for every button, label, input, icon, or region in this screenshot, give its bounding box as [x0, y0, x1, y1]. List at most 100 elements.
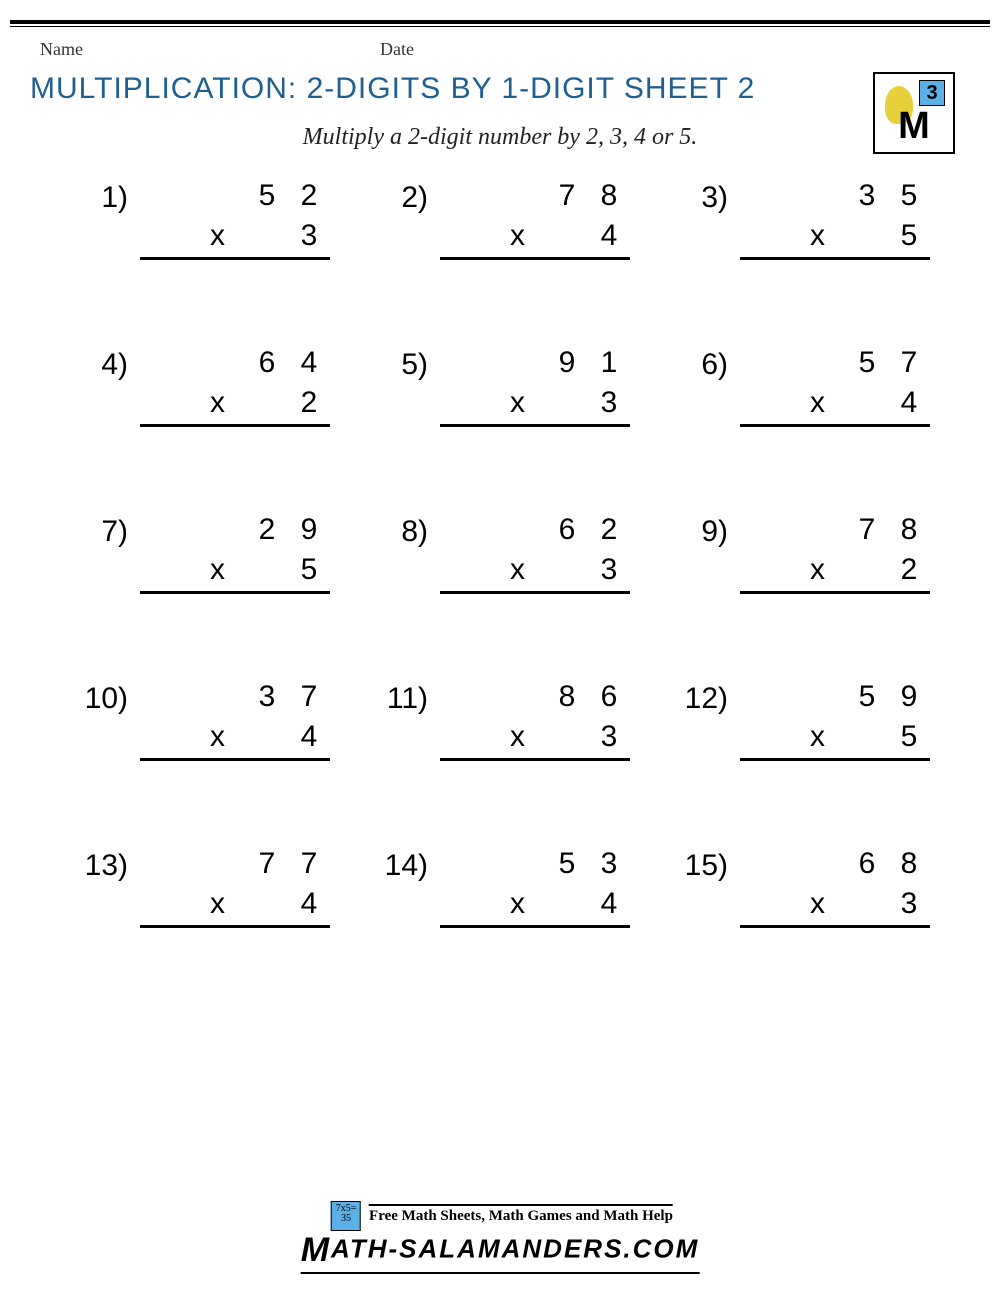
problem-number: 3) [670, 179, 740, 260]
digit: 7 [288, 680, 330, 714]
name-label: Name [40, 39, 380, 60]
problem-row: 1)52x32)78x43)35x5 [70, 179, 930, 260]
multiply-symbol: x [804, 219, 846, 253]
multiplier-row: x3 [440, 720, 630, 761]
problem-body: 78 x4 [440, 179, 630, 260]
multiplicand: 62 [440, 513, 630, 547]
multiplier-digit: 4 [588, 887, 630, 921]
problem: 4)64x2 [70, 346, 330, 427]
digit: 3 [246, 680, 288, 714]
problem: 15) 68 x 3 [670, 847, 930, 928]
multiplicand: 78 [740, 513, 930, 547]
digit: 6 [588, 680, 630, 714]
problem-number: 5) [370, 346, 440, 427]
multiplier-digit: 3 [288, 219, 330, 253]
multiply-symbol: x [804, 720, 846, 754]
digit: 7 [546, 179, 588, 213]
multiplier-row: x4 [140, 887, 330, 928]
top-border-thick [10, 20, 990, 24]
footer-tagline: Free Math Sheets, Math Games and Math He… [369, 1204, 673, 1225]
digit: 7 [288, 847, 330, 881]
problem-body: 29 x5 [140, 513, 330, 594]
digit: 8 [546, 680, 588, 714]
problem-number: 13) [70, 847, 140, 928]
digit: 8 [888, 513, 930, 547]
problem-body: 52x3 [140, 179, 330, 260]
multiplier-row: x5 [140, 553, 330, 594]
digit: 5 [546, 847, 588, 881]
footer-chalkboard-icon: 7x5=35 [331, 1201, 361, 1231]
digit: 9 [546, 346, 588, 380]
footer-m-icon: M [301, 1231, 331, 1269]
multiply-symbol: x [504, 219, 546, 253]
worksheet-title: MULTIPLICATION: 2-DIGITS BY 1-DIGIT SHEE… [0, 68, 1000, 124]
multiplier-digit: 4 [288, 887, 330, 921]
multiplier-digit: 5 [288, 553, 330, 587]
problem-row: 4)64x25)91x36)57x4 [70, 346, 930, 427]
multiplier-row: x3 [140, 219, 330, 260]
problem-row: 7)29x58)62x39)78x2 [70, 513, 930, 594]
digit: 3 [846, 179, 888, 213]
problem: 7)29 x5 [70, 513, 330, 594]
footer-site-text: ATH-SALAMANDERS.COM [331, 1233, 699, 1263]
problem-number: 10) [70, 680, 140, 761]
digit: 8 [588, 179, 630, 213]
multiply-symbol: x [504, 386, 546, 420]
digit: 2 [288, 179, 330, 213]
problem: 5)91 x 3 [370, 346, 630, 427]
multiplicand: 77 [140, 847, 330, 881]
multiplicand: 59 [740, 680, 930, 714]
digit: 8 [888, 847, 930, 881]
multiply-symbol: x [804, 386, 846, 420]
multiply-symbol: x [804, 887, 846, 921]
multiply-symbol: x [804, 553, 846, 587]
digit: 6 [246, 346, 288, 380]
problem-body: 35x5 [740, 179, 930, 260]
problem-number: 15) [670, 847, 740, 928]
digit: 6 [846, 847, 888, 881]
multiply-symbol: x [204, 887, 246, 921]
multiplier-row: x4 [440, 887, 630, 928]
multiply-symbol: x [204, 386, 246, 420]
problem: 9)78x2 [670, 513, 930, 594]
problem-number: 8) [370, 513, 440, 594]
grade-number: 3 [919, 80, 945, 106]
multiplicand: 53 [440, 847, 630, 881]
multiplier-row: x4 [440, 219, 630, 260]
multiply-symbol: x [504, 887, 546, 921]
multiply-symbol: x [504, 720, 546, 754]
problem-body: 64x2 [140, 346, 330, 427]
multiply-symbol: x [504, 553, 546, 587]
multiplicand: 29 [140, 513, 330, 547]
problem-body: 77x4 [140, 847, 330, 928]
problem-body: 62 x3 [440, 513, 630, 594]
problem-body: 57 x 4 [740, 346, 930, 427]
multiplicand: 91 [440, 346, 630, 380]
digit: 7 [846, 513, 888, 547]
problem-number: 7) [70, 513, 140, 594]
multiplier-row: x2 [740, 553, 930, 594]
digit: 2 [246, 513, 288, 547]
digit: 5 [846, 346, 888, 380]
digit: 7 [888, 346, 930, 380]
digit: 4 [288, 346, 330, 380]
multiplier-digit: 5 [888, 720, 930, 754]
instruction-text: Multiply a 2-digit number by 2, 3, 4 or … [0, 124, 1000, 151]
multiplier-row: x3 [440, 553, 630, 594]
date-label: Date [380, 39, 414, 60]
problem: 14)53x4 [370, 847, 630, 928]
problem: 13)77x4 [70, 847, 330, 928]
problem-number: 1) [70, 179, 140, 260]
multiplier-digit: 4 [888, 386, 930, 420]
problem-number: 12) [670, 680, 740, 761]
problem: 1)52x3 [70, 179, 330, 260]
multiplicand: 86 [440, 680, 630, 714]
multiply-symbol: x [204, 219, 246, 253]
problem-row: 13)77x414)53x415)68x3 [70, 847, 930, 928]
problem-row: 10)37x411)86x312)59x5 [70, 680, 930, 761]
grade-badge: 3 M [873, 72, 955, 154]
footer: 7x5=35 Free Math Sheets, Math Games and … [301, 1201, 700, 1274]
multiplier-digit: 3 [888, 887, 930, 921]
multiplier-digit: 3 [588, 386, 630, 420]
problem-number: 11) [370, 680, 440, 761]
